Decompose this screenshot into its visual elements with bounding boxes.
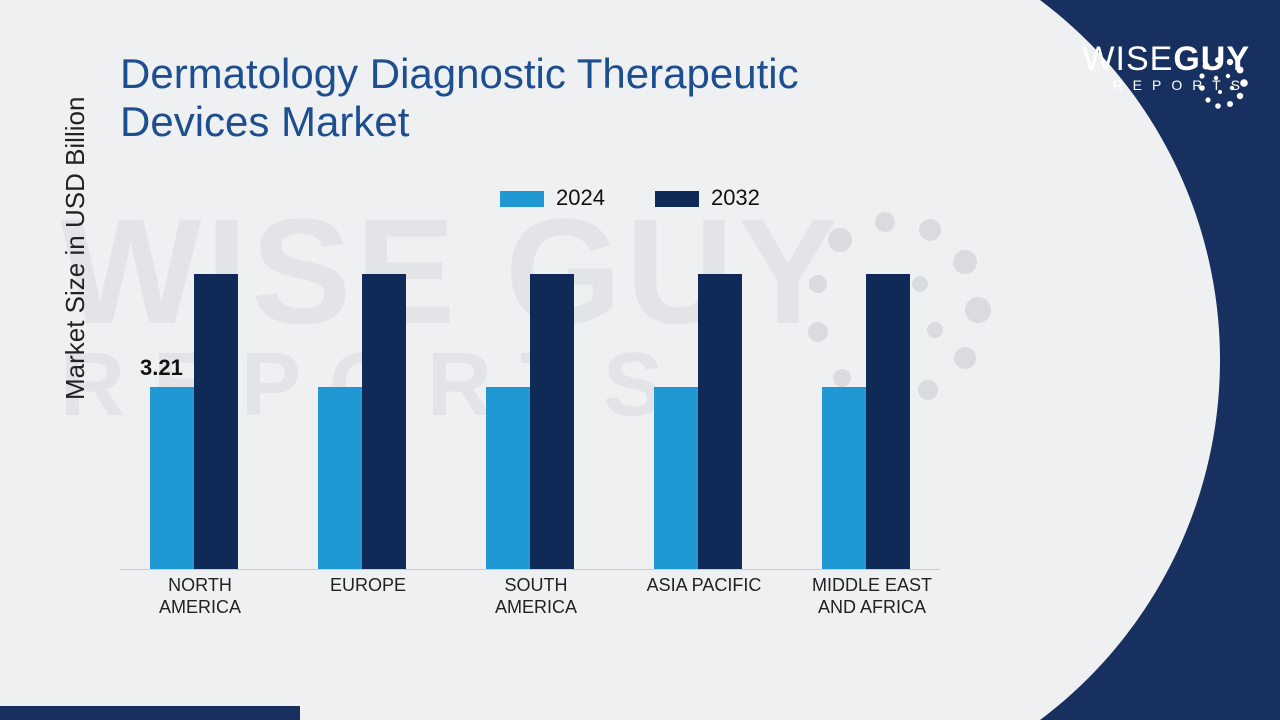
bar-2032 — [362, 274, 406, 569]
legend-swatch-2032 — [655, 191, 699, 207]
bar-2032 — [866, 274, 910, 569]
bar-2032 — [530, 274, 574, 569]
brand-text: WISEGUY — [1082, 40, 1250, 79]
stage: WISEGUY REPORTS WISE GUY REPORTS Dermato… — [0, 0, 1280, 720]
brand-logo: WISEGUY REPORTS — [1082, 40, 1250, 93]
legend-label-2024: 2024 — [556, 185, 605, 210]
brand-sub: REPORTS — [1082, 77, 1250, 93]
brand-word-2: GUY — [1173, 40, 1250, 78]
legend-swatch-2024 — [500, 191, 544, 207]
legend-label-2032: 2032 — [711, 185, 760, 210]
bar-2032 — [194, 274, 238, 569]
chart-area: 2024 2032 3.21 — [120, 200, 940, 570]
x-axis-category-label: EUROPE — [298, 575, 438, 597]
bar-2024 — [150, 387, 194, 569]
x-axis-category-label: MIDDLE EAST AND AFRICA — [802, 575, 942, 618]
chart-title: Dermatology Diagnostic Therapeutic Devic… — [120, 50, 840, 147]
bar-2032 — [698, 274, 742, 569]
bar-value-label: 3.21 — [140, 355, 183, 381]
bar-2024 — [654, 387, 698, 569]
x-axis-category-label: NORTH AMERICA — [130, 575, 270, 618]
legend-item-2032: 2032 — [655, 185, 760, 211]
bar-2024 — [318, 387, 362, 569]
legend: 2024 2032 — [500, 185, 760, 211]
brand-word-1: WISE — [1082, 40, 1173, 78]
x-axis-category-label: SOUTH AMERICA — [466, 575, 606, 618]
bar-2024 — [486, 387, 530, 569]
legend-item-2024: 2024 — [500, 185, 605, 211]
x-axis-category-label: ASIA PACIFIC — [634, 575, 774, 597]
plot-region: 3.21 — [120, 230, 940, 570]
bar-2024 — [822, 387, 866, 569]
footer-accent-bar — [0, 706, 300, 720]
y-axis-label: Market Size in USD Billion — [60, 97, 91, 400]
